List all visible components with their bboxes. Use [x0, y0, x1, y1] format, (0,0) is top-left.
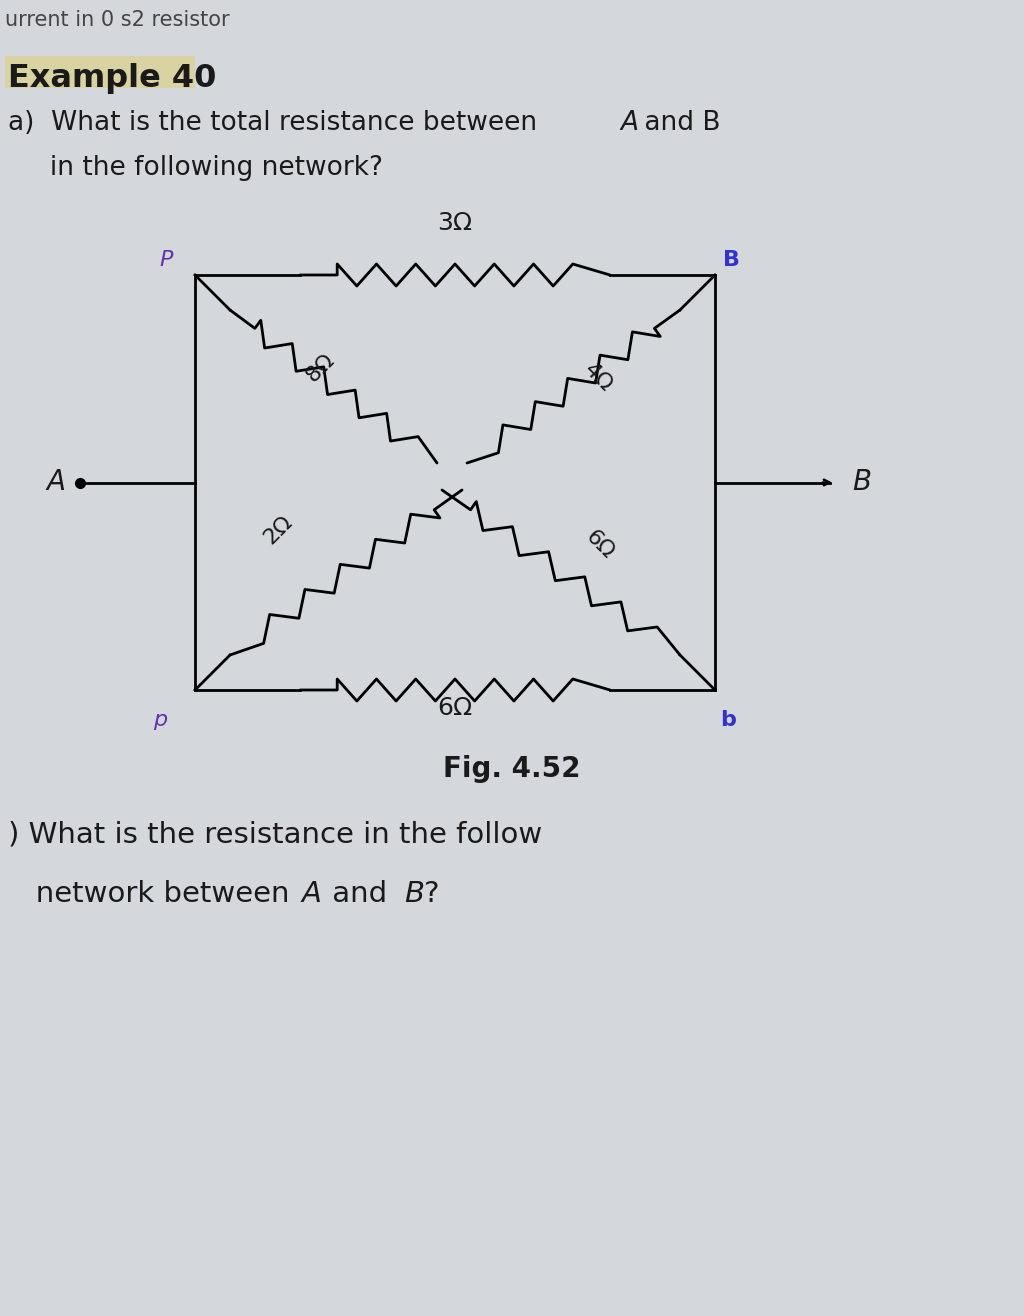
Text: P: P	[160, 250, 173, 270]
Text: 3Ω: 3Ω	[437, 211, 472, 236]
Text: in the following network?: in the following network?	[8, 155, 383, 182]
Text: 2Ω: 2Ω	[260, 512, 296, 547]
Text: 4Ω: 4Ω	[580, 359, 616, 396]
Text: A: A	[302, 880, 322, 908]
Text: 8Ω: 8Ω	[302, 350, 338, 386]
Text: Fig. 4.52: Fig. 4.52	[443, 755, 581, 783]
Text: ) What is the resistance in the follow: ) What is the resistance in the follow	[8, 820, 543, 848]
FancyBboxPatch shape	[5, 57, 195, 88]
Text: Example 40: Example 40	[8, 63, 216, 93]
Text: and B: and B	[636, 111, 721, 136]
Text: p: p	[153, 711, 167, 730]
Text: urrent in 0 s2 resistor: urrent in 0 s2 resistor	[5, 11, 229, 30]
Text: A: A	[46, 468, 65, 496]
Text: 6Ω: 6Ω	[582, 526, 618, 563]
Text: a)  What is the total resistance between: a) What is the total resistance between	[8, 111, 546, 136]
Text: A: A	[620, 111, 638, 136]
Text: 6Ω: 6Ω	[437, 696, 473, 720]
Text: B: B	[723, 250, 740, 270]
Text: and: and	[323, 880, 396, 908]
Text: network between: network between	[8, 880, 299, 908]
Text: B: B	[404, 880, 424, 908]
Text: b: b	[720, 711, 736, 730]
Text: B: B	[852, 468, 871, 496]
Text: ?: ?	[424, 880, 439, 908]
